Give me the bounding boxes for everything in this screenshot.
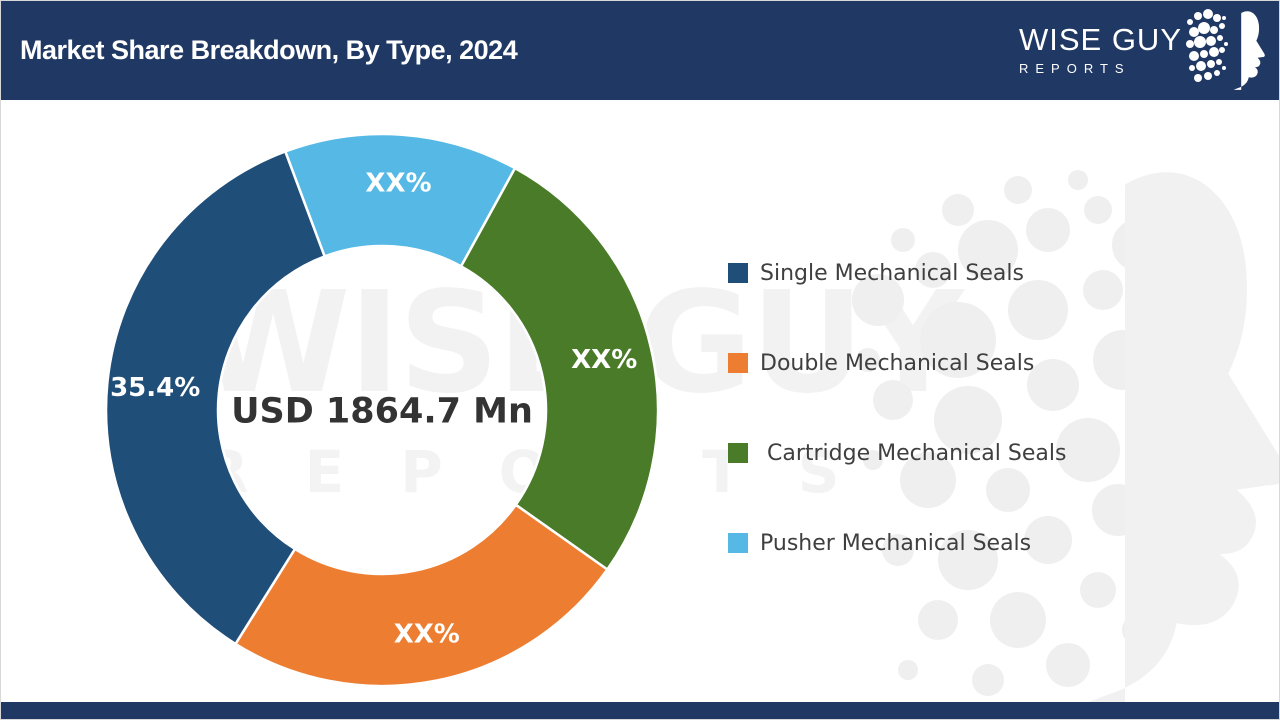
logo-head-icon xyxy=(1186,9,1265,90)
page-title: Market Share Breakdown, By Type, 2024 xyxy=(20,35,518,65)
legend-item: Pusher Mechanical Seals xyxy=(728,530,1066,556)
watermark-head-icon xyxy=(852,170,1280,710)
slice-label: 35.4% xyxy=(110,373,200,403)
donut-segment xyxy=(104,149,327,646)
legend-item: Double Mechanical Seals xyxy=(728,350,1066,376)
legend-item: Single Mechanical Seals xyxy=(728,260,1066,286)
legend-swatch xyxy=(728,263,748,283)
legend-label: Pusher Mechanical Seals xyxy=(760,530,1032,556)
legend-item: Cartridge Mechanical Seals xyxy=(728,440,1067,466)
logo-wordmark: WISE GUY xyxy=(1018,22,1182,57)
header-bar: Market Share Breakdown, By Type, 2024 WI… xyxy=(0,0,1280,100)
legend-swatch xyxy=(728,353,748,373)
legend-swatch xyxy=(728,443,748,463)
legend-label: Single Mechanical Seals xyxy=(760,260,1024,286)
legend-label: Cartridge Mechanical Seals xyxy=(760,440,1067,466)
legend-label: Double Mechanical Seals xyxy=(760,350,1035,376)
wise-guy-logo: WISE GUY REPORTS xyxy=(1016,0,1266,100)
donut-segment xyxy=(459,166,660,572)
slice-label: XX% xyxy=(571,345,637,375)
footer-bar xyxy=(0,702,1280,720)
slice-label: XX% xyxy=(394,620,460,650)
logo-subtitle: REPORTS xyxy=(1018,61,1131,76)
legend-swatch xyxy=(728,533,748,553)
slice-label: XX% xyxy=(365,169,431,199)
donut-segment xyxy=(233,503,610,688)
legend: Single Mechanical Seals Double Mechanical… xyxy=(728,260,1067,623)
center-value: USD 1864.7 Mn xyxy=(231,391,533,431)
donut-chart: XX% XX% XX% 35.4% USD 1864.7 Mn xyxy=(104,132,660,688)
logo-text: WISE GUY REPORTS xyxy=(1019,22,1182,76)
